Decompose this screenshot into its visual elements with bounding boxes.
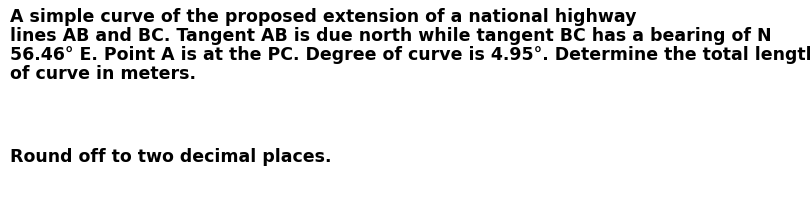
Text: A simple curve of the proposed extension of a national highway: A simple curve of the proposed extension… xyxy=(10,8,642,26)
Text: lines AB and BC. Tangent AB is due north while tangent BC has a bearing of N: lines AB and BC. Tangent AB is due north… xyxy=(10,27,772,45)
Text: Round off to two decimal places.: Round off to two decimal places. xyxy=(10,148,331,166)
Text: of curve in meters.: of curve in meters. xyxy=(10,65,196,83)
Text: 56.46° E. Point A is at the PC. Degree of curve is 4.95°. Determine the total le: 56.46° E. Point A is at the PC. Degree o… xyxy=(10,46,810,64)
